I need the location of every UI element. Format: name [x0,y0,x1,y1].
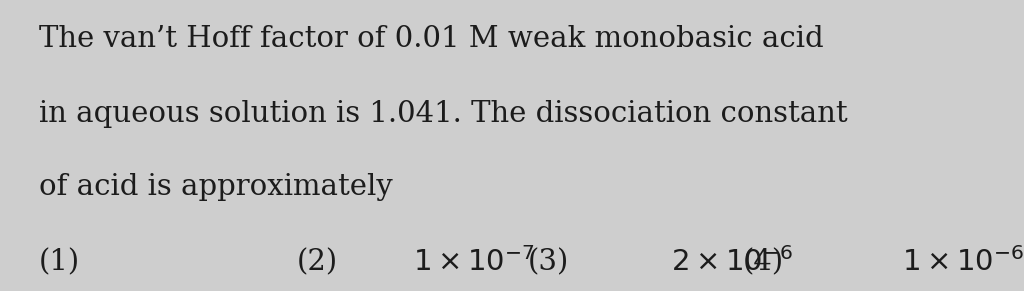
Text: of acid is approximately: of acid is approximately [39,173,392,201]
Text: in aqueous solution is 1.041. The dissociation constant: in aqueous solution is 1.041. The dissoc… [39,100,848,128]
Text: $1 \times 10^{-7}$: $1 \times 10^{-7}$ [413,247,535,277]
Text: $2 \times 10^{-6}$: $2 \times 10^{-6}$ [671,247,794,277]
Text: (3): (3) [527,249,568,277]
Text: (2): (2) [297,249,338,277]
Text: (4): (4) [742,249,783,277]
Text: $1 \times 10^{-6}$: $1 \times 10^{-6}$ [901,247,1024,277]
Text: (1): (1) [39,249,80,277]
Text: The van’t Hoff factor of 0.01 M weak monobasic acid: The van’t Hoff factor of 0.01 M weak mon… [39,24,823,53]
